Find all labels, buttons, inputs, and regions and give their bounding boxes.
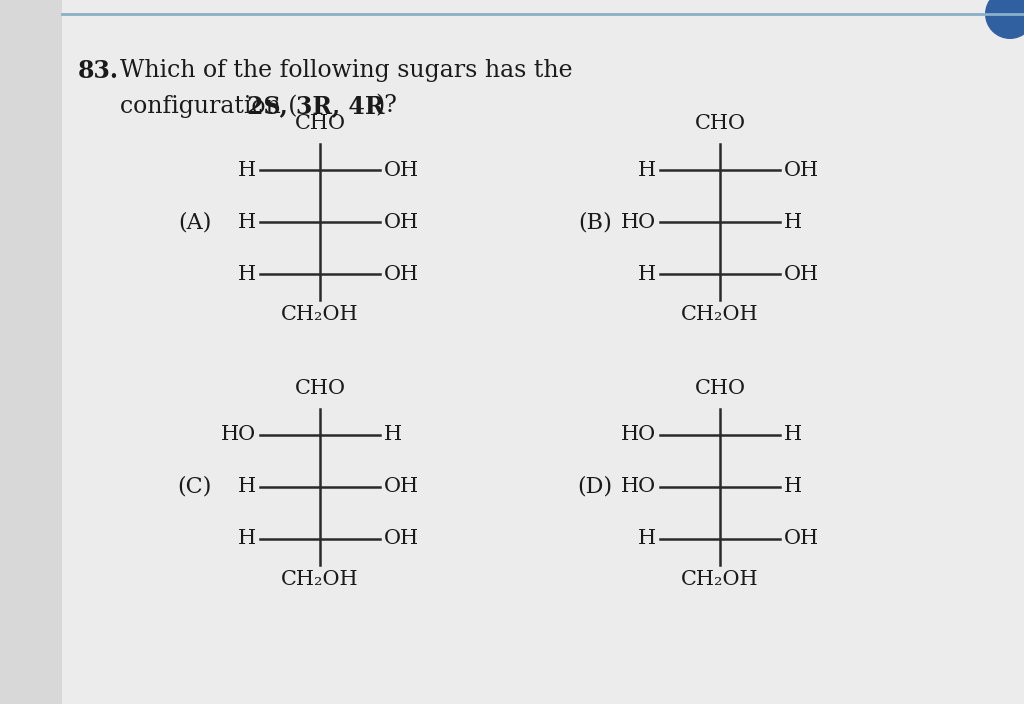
Text: OH: OH bbox=[384, 213, 419, 232]
Text: H: H bbox=[238, 265, 256, 284]
Text: CH₂OH: CH₂OH bbox=[282, 305, 358, 324]
Text: CHO: CHO bbox=[295, 379, 345, 398]
Text: H: H bbox=[784, 213, 802, 232]
Text: HO: HO bbox=[621, 425, 656, 444]
Text: HO: HO bbox=[221, 425, 256, 444]
Text: OH: OH bbox=[784, 529, 819, 548]
Text: (A): (A) bbox=[178, 211, 212, 233]
Text: CH₂OH: CH₂OH bbox=[681, 305, 759, 324]
Text: OH: OH bbox=[784, 265, 819, 284]
Text: H: H bbox=[638, 529, 656, 548]
Text: OH: OH bbox=[384, 477, 419, 496]
Text: CHO: CHO bbox=[694, 114, 745, 133]
Text: CHO: CHO bbox=[694, 379, 745, 398]
Text: HO: HO bbox=[621, 213, 656, 232]
Text: CH₂OH: CH₂OH bbox=[282, 570, 358, 589]
Text: OH: OH bbox=[784, 161, 819, 180]
Circle shape bbox=[985, 0, 1024, 39]
Text: )?: )? bbox=[375, 94, 397, 117]
Text: Which of the following sugars has the: Which of the following sugars has the bbox=[120, 59, 572, 82]
Text: H: H bbox=[784, 425, 802, 444]
Text: H: H bbox=[784, 477, 802, 496]
Text: H: H bbox=[638, 161, 656, 180]
Text: OH: OH bbox=[384, 161, 419, 180]
Text: (D): (D) bbox=[577, 476, 612, 498]
Text: H: H bbox=[238, 477, 256, 496]
Text: (C): (C) bbox=[177, 476, 212, 498]
Text: CHO: CHO bbox=[295, 114, 345, 133]
Text: H: H bbox=[238, 529, 256, 548]
Text: H: H bbox=[238, 213, 256, 232]
Text: HO: HO bbox=[621, 477, 656, 496]
Text: (B): (B) bbox=[579, 211, 612, 233]
Text: 83.: 83. bbox=[78, 59, 119, 83]
Text: H: H bbox=[238, 161, 256, 180]
Text: 2S, 3R, 4R: 2S, 3R, 4R bbox=[247, 94, 384, 118]
Text: CH₂OH: CH₂OH bbox=[681, 570, 759, 589]
Text: OH: OH bbox=[384, 529, 419, 548]
Text: OH: OH bbox=[384, 265, 419, 284]
Text: H: H bbox=[384, 425, 402, 444]
Text: configuration (: configuration ( bbox=[120, 94, 298, 118]
Text: H: H bbox=[638, 265, 656, 284]
